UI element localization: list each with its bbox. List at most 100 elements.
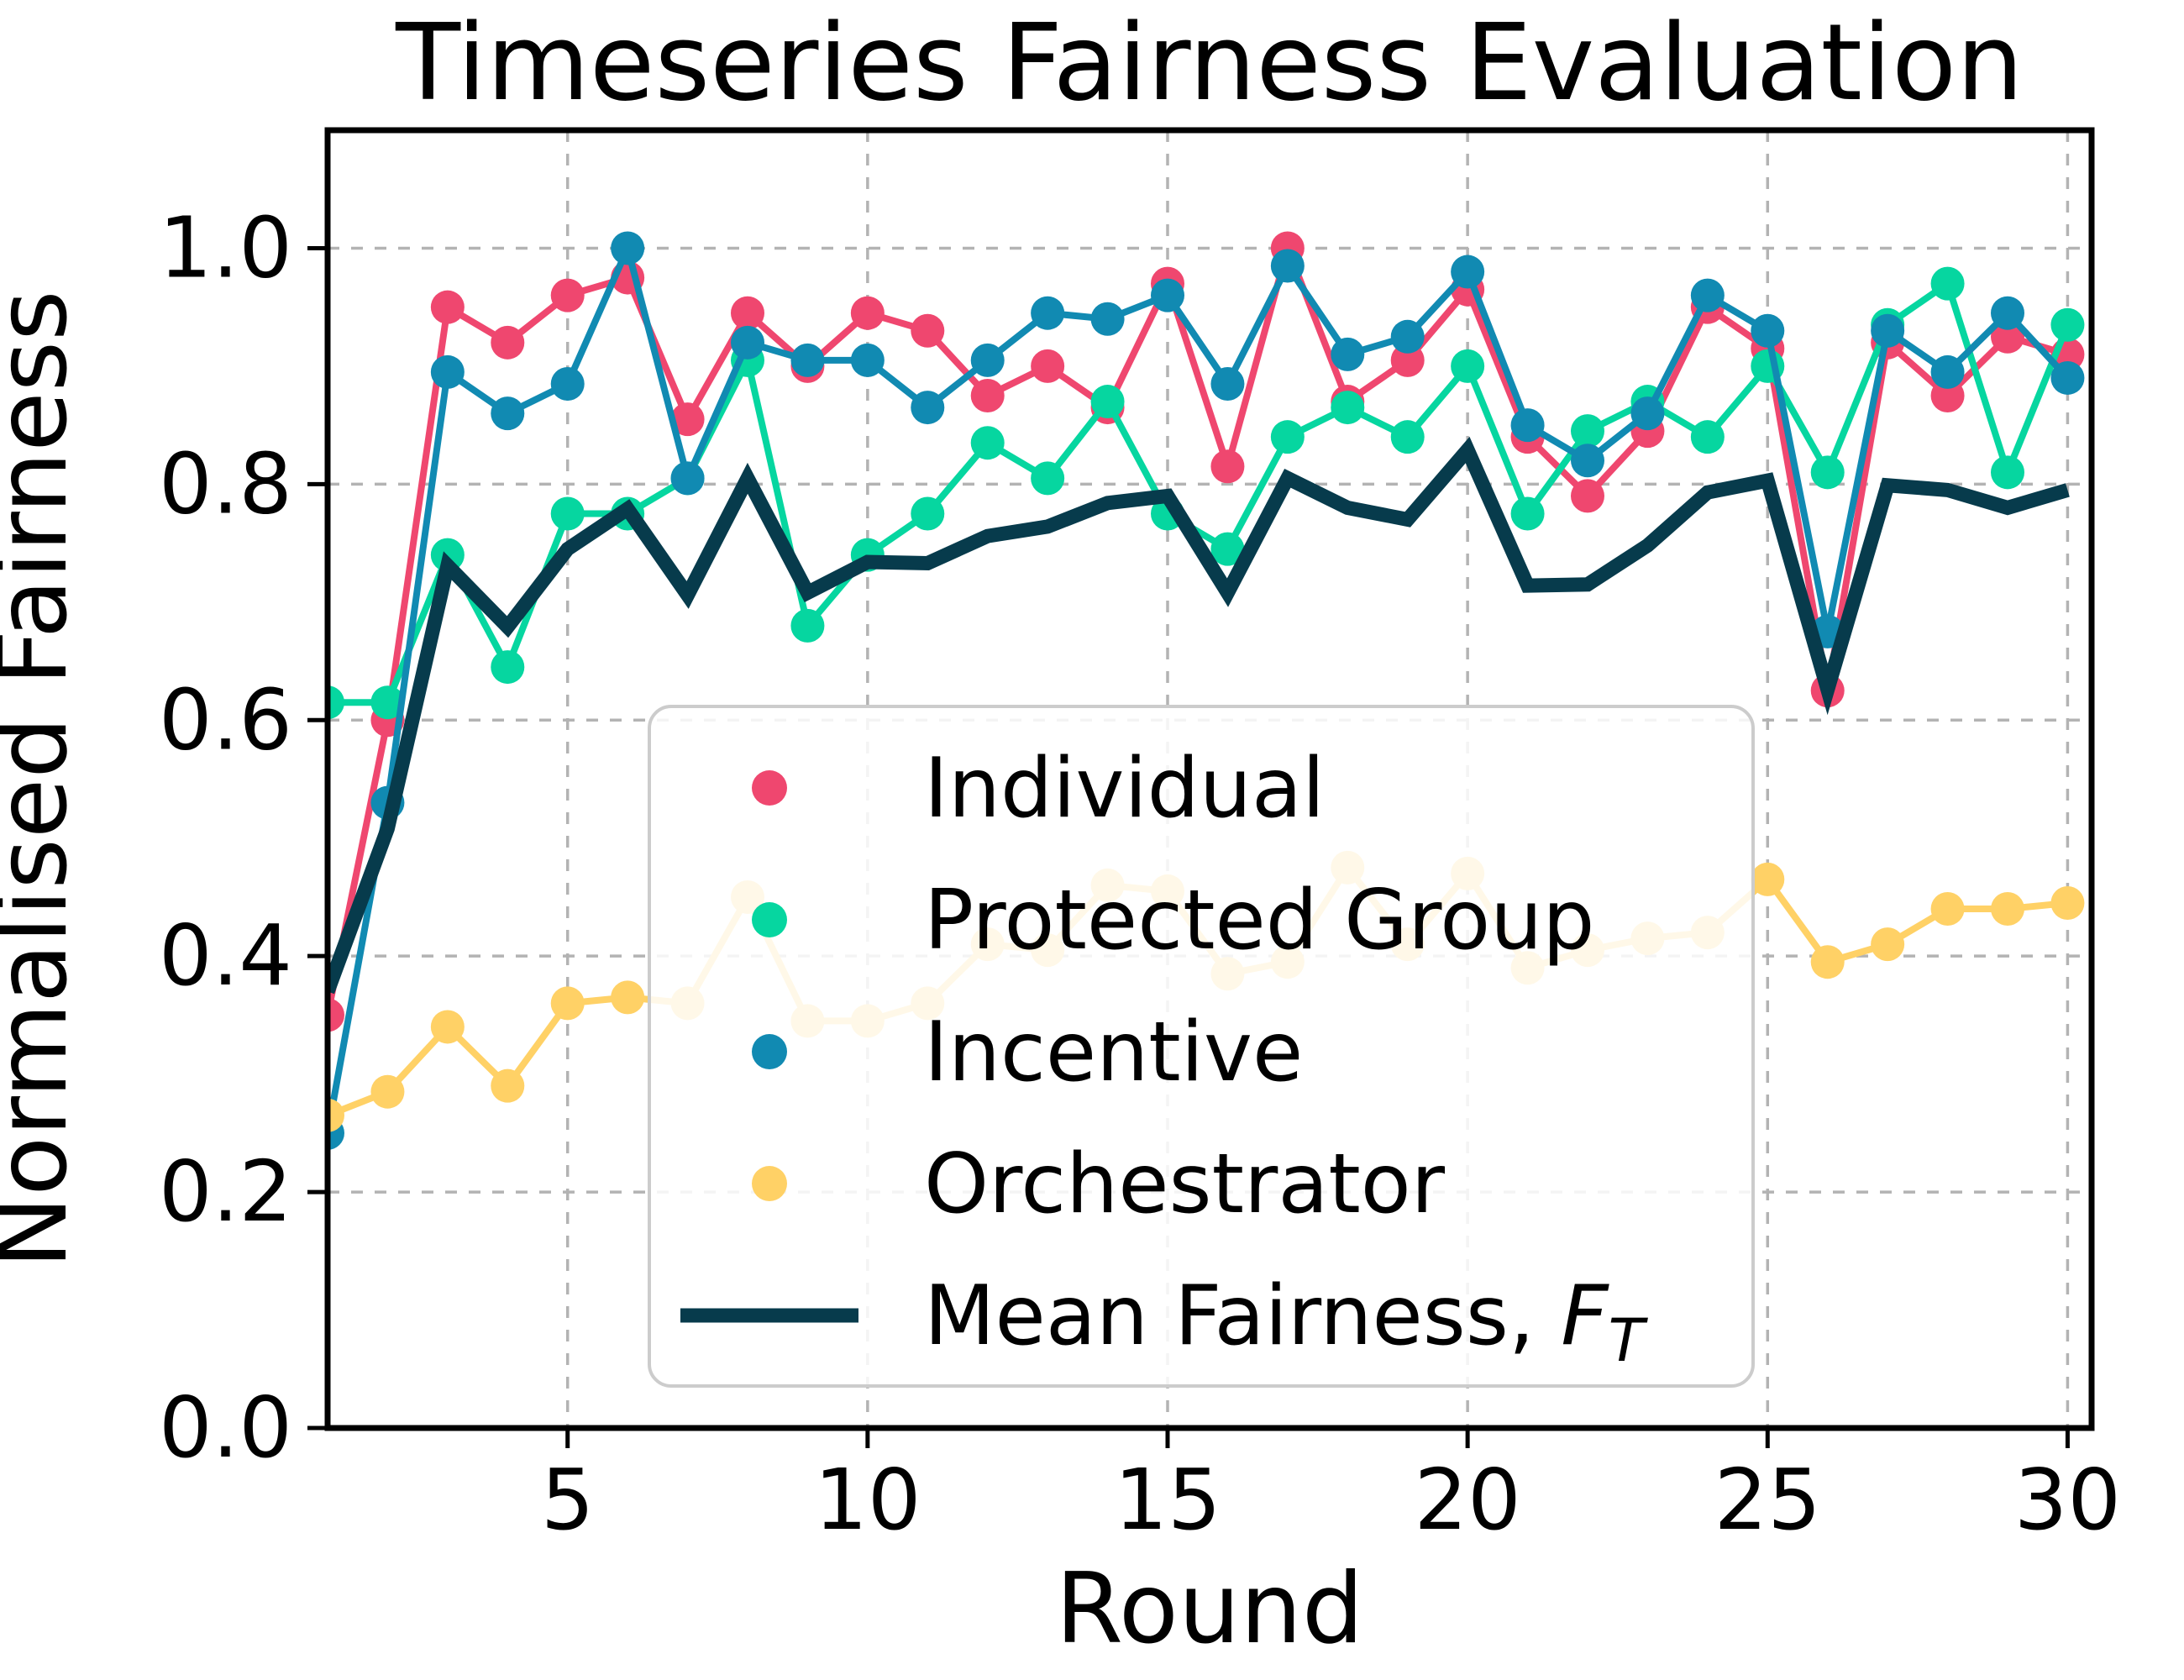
data-point-orchestrator — [611, 980, 645, 1015]
data-point-orchestrator — [1810, 945, 1845, 979]
data-point-individual — [1991, 319, 2024, 354]
data-point-individual — [970, 379, 1005, 413]
data-point-individual — [1930, 379, 1965, 413]
data-point-individual — [1031, 349, 1065, 383]
data-point-protected-group — [1210, 532, 1245, 566]
y-tick-label: 0.4 — [159, 906, 292, 1005]
x-tick-label: 20 — [1415, 1451, 1521, 1549]
data-point-incentive — [1930, 354, 1965, 389]
data-point-protected-group — [1991, 455, 2024, 490]
legend: Individual Protected Group Incentive Orches… — [648, 705, 1755, 1388]
data-point-protected-group — [1690, 420, 1725, 454]
legend-label: Orchestrator — [924, 1137, 1446, 1232]
data-point-protected-group — [2050, 307, 2085, 342]
data-point-protected-group — [550, 496, 585, 531]
data-point-incentive — [790, 343, 825, 377]
axes: 5 10 15 20 25 30 0.0 0.2 0.4 0.6 0.8 1.0 — [159, 127, 2121, 1549]
data-point-protected-group — [970, 426, 1005, 460]
data-point-individual — [550, 278, 585, 312]
data-point-incentive — [911, 391, 945, 425]
data-point-incentive — [970, 343, 1005, 377]
series-line-mean-fairness-f-t — [328, 436, 2070, 995]
data-point-incentive — [1751, 313, 1785, 348]
data-point-incentive — [1871, 313, 1905, 348]
data-point-individual — [1210, 449, 1245, 484]
x-tick-label: 30 — [2014, 1451, 2121, 1549]
data-point-incentive — [1630, 396, 1665, 431]
data-point-orchestrator — [1751, 862, 1785, 896]
y-tick-label: 0.6 — [159, 670, 292, 769]
data-point-protected-group — [1571, 414, 1604, 449]
data-point-orchestrator — [550, 986, 585, 1021]
y-tick-label: 0.8 — [159, 434, 292, 533]
legend-label: Protected Group — [924, 873, 1595, 969]
legend-item: Individual — [752, 741, 1325, 837]
data-point-orchestrator — [1991, 892, 2024, 926]
data-point-protected-group — [790, 608, 825, 643]
series-incentive — [328, 231, 2085, 1150]
data-point-incentive — [1031, 296, 1065, 330]
data-point-incentive — [430, 354, 465, 389]
legend-label: Individual — [924, 741, 1325, 837]
data-point-protected-group — [1331, 391, 1365, 425]
data-point-orchestrator — [328, 1098, 344, 1132]
data-point-protected-group — [1930, 266, 1965, 301]
data-point-incentive — [1991, 296, 2024, 330]
legend-marker-icon — [752, 902, 787, 937]
data-point-incentive — [491, 396, 525, 431]
legend-marker-icon — [752, 1034, 787, 1069]
data-point-protected-group — [1810, 455, 1845, 490]
data-point-orchestrator — [2050, 885, 2085, 920]
data-point-individual — [1390, 343, 1425, 377]
data-point-incentive — [850, 343, 885, 377]
legend-box — [648, 705, 1755, 1388]
legend-label: Incentive — [924, 1005, 1303, 1100]
y-axis-label: Normalised Fairness — [0, 290, 89, 1268]
data-point-incentive — [611, 231, 645, 265]
series-mean-fairness-f-t — [328, 436, 2070, 995]
data-point-protected-group — [1510, 496, 1545, 531]
y-tick-label: 0.0 — [159, 1378, 292, 1477]
data-point-incentive — [731, 325, 764, 360]
legend-marker-icon — [752, 1166, 787, 1201]
legend-item: Incentive — [752, 1005, 1303, 1100]
legend-label: Mean Fairness, FT — [924, 1268, 1649, 1375]
data-point-incentive — [1390, 319, 1425, 354]
legend-item: Mean Fairness, FT — [680, 1268, 1649, 1375]
x-tick-label: 15 — [1114, 1451, 1221, 1549]
chart-title: Timeseries Fairness Evaluation — [395, 1, 2024, 124]
data-point-individual — [491, 325, 525, 360]
data-point-incentive — [2050, 360, 2085, 395]
data-point-incentive — [1690, 278, 1725, 312]
data-point-protected-group — [1270, 420, 1305, 454]
data-point-protected-group — [328, 685, 344, 720]
data-point-protected-group — [1031, 461, 1065, 496]
data-point-individual — [1571, 479, 1604, 513]
data-point-individual — [731, 296, 764, 330]
x-tick-label: 25 — [1714, 1451, 1821, 1549]
data-point-orchestrator — [491, 1068, 525, 1103]
y-tick-label: 1.0 — [159, 198, 292, 297]
data-point-incentive — [1210, 366, 1245, 401]
data-point-protected-group — [1451, 349, 1485, 383]
data-point-individual — [670, 402, 705, 437]
data-point-incentive — [1510, 408, 1545, 443]
x-axis-label: Round — [1055, 1552, 1363, 1666]
data-point-incentive — [1151, 278, 1184, 312]
data-point-individual — [911, 313, 945, 348]
data-point-incentive — [1331, 337, 1365, 371]
x-tick-label: 10 — [814, 1451, 921, 1549]
data-point-incentive — [1090, 302, 1125, 336]
data-point-incentive — [550, 366, 585, 401]
legend-item: Protected Group — [752, 873, 1595, 969]
data-point-individual — [430, 290, 465, 324]
legend-item: Orchestrator — [752, 1137, 1446, 1232]
data-point-individual — [328, 998, 344, 1032]
data-point-protected-group — [1090, 385, 1125, 419]
data-point-incentive — [670, 461, 705, 496]
data-point-orchestrator — [1871, 927, 1905, 962]
plot-border — [324, 127, 2095, 1431]
data-point-protected-group — [1390, 420, 1425, 454]
